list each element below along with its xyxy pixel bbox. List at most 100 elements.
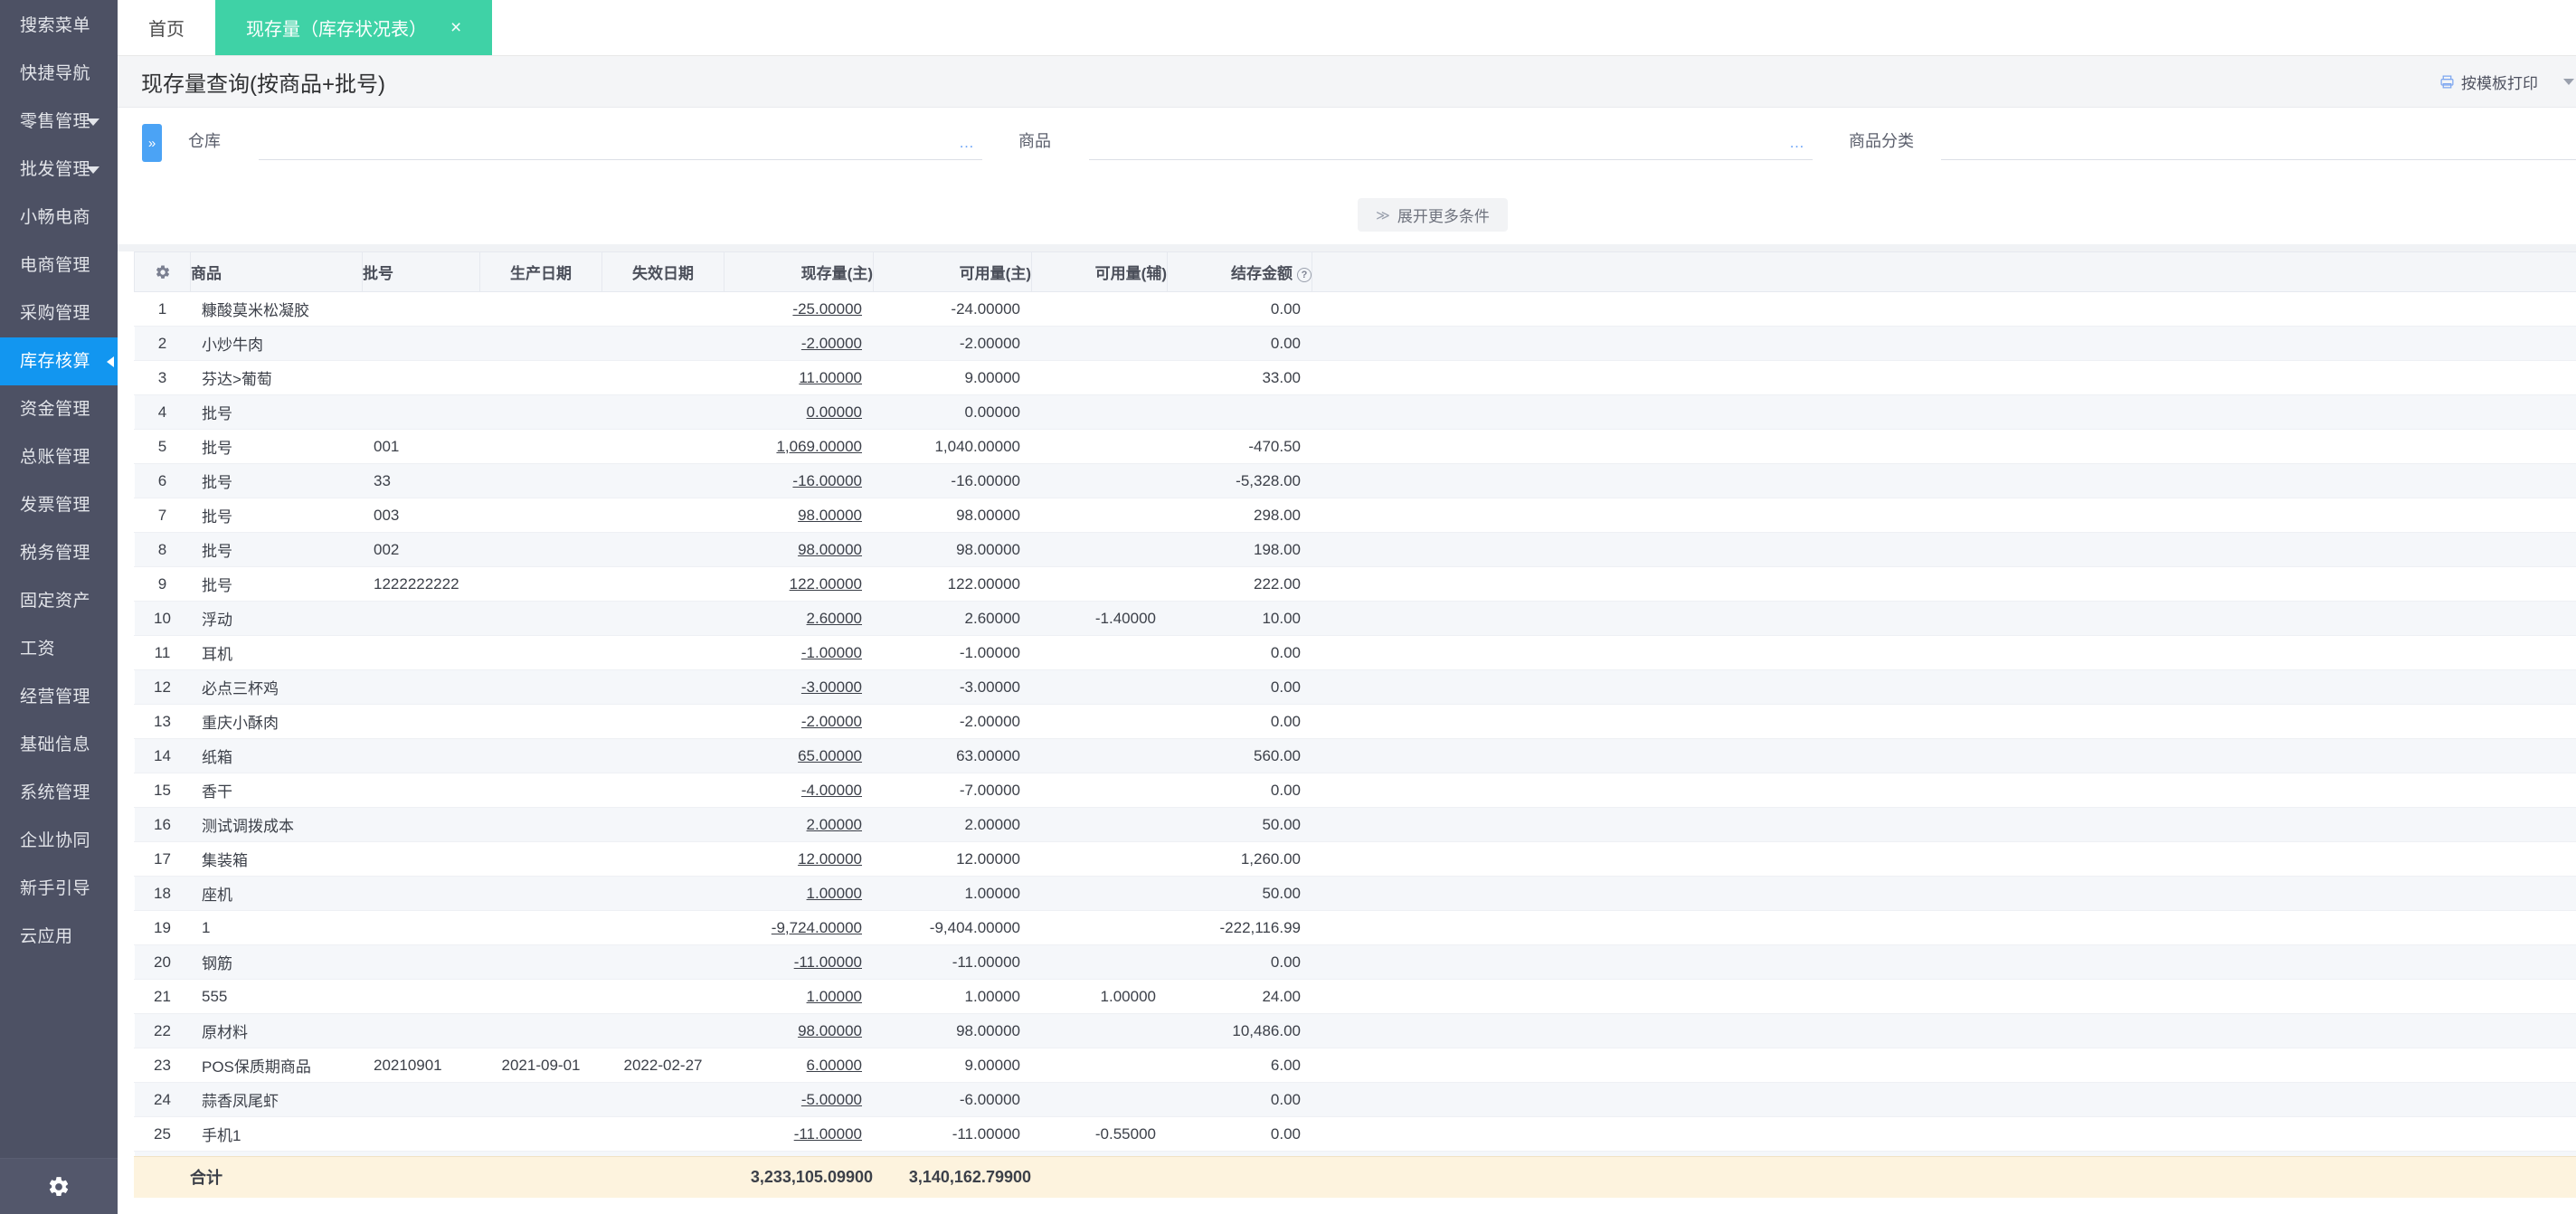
row-qty[interactable]: 1.00000 xyxy=(724,979,874,1014)
row-qty-link[interactable]: -16.00000 xyxy=(792,471,862,489)
sidebar-item-5[interactable]: 电商管理 xyxy=(0,242,118,289)
sidebar-item-9[interactable]: 总账管理 xyxy=(0,433,118,481)
row-qty[interactable]: 12.00000 xyxy=(724,841,874,877)
row-qty-link[interactable]: 11.00000 xyxy=(799,368,862,386)
filter-product-input[interactable]: … xyxy=(1089,126,1813,160)
sidebar-item-4[interactable]: 小畅电商 xyxy=(0,194,118,242)
filter-category-select[interactable] xyxy=(1941,126,2576,160)
row-qty[interactable]: 11.00000 xyxy=(724,360,874,395)
sidebar-item-2[interactable]: 零售管理 xyxy=(0,98,118,146)
sidebar-item-19[interactable]: 云应用 xyxy=(0,913,118,961)
table-row[interactable]: 6 批号 33 -16.00000 -16.00000 -5,328.00 xyxy=(134,463,2576,498)
column-header-qty[interactable]: 现存量(主) xyxy=(724,251,874,292)
row-qty-link[interactable]: 122.00000 xyxy=(789,574,862,593)
table-row[interactable]: 15 香干 -4.00000 -7.00000 0.00 xyxy=(134,773,2576,808)
row-qty[interactable]: 65.00000 xyxy=(724,738,874,773)
row-qty[interactable]: 0.00000 xyxy=(724,394,874,430)
row-qty-link[interactable]: 1,069.00000 xyxy=(776,437,862,455)
row-qty-link[interactable]: -25.00000 xyxy=(792,299,862,318)
table-row[interactable]: 4 批号 0.00000 0.00000 xyxy=(134,394,2576,430)
sidebar-item-3[interactable]: 批发管理 xyxy=(0,146,118,194)
table-row[interactable]: 5 批号 001 1,069.00000 1,040.00000 -470.50 xyxy=(134,429,2576,464)
table-row[interactable]: 17 集装箱 12.00000 12.00000 1,260.00 xyxy=(134,841,2576,877)
sidebar-item-16[interactable]: 系统管理 xyxy=(0,769,118,817)
row-qty-link[interactable]: 6.00000 xyxy=(806,1056,862,1074)
row-qty-link[interactable]: -11.00000 xyxy=(793,953,862,971)
row-qty-link[interactable]: 98.00000 xyxy=(798,1021,862,1039)
row-qty[interactable]: -9,724.00000 xyxy=(724,910,874,945)
row-qty-link[interactable]: 12.00000 xyxy=(798,849,862,868)
table-row[interactable]: 23 POS保质期商品 20210901 2021-09-01 2022-02-27 6.… xyxy=(134,1048,2576,1083)
sidebar-item-7[interactable]: 库存核算 xyxy=(0,337,118,385)
row-qty-link[interactable]: 2.00000 xyxy=(806,815,862,833)
table-row[interactable]: 3 芬达>葡萄 11.00000 9.00000 33.00 xyxy=(134,360,2576,395)
row-qty-link[interactable]: 1.00000 xyxy=(806,884,862,902)
row-qty[interactable]: 98.00000 xyxy=(724,532,874,567)
row-qty[interactable]: 1.00000 xyxy=(724,876,874,911)
row-qty[interactable]: -2.00000 xyxy=(724,704,874,739)
row-qty[interactable]: -2.00000 xyxy=(724,326,874,361)
table-row[interactable]: 10 浮动 2.60000 2.60000 -1.40000 10.00 xyxy=(134,601,2576,636)
column-header-exp-date[interactable]: 失效日期 xyxy=(601,251,724,292)
table-row[interactable]: 19 1 -9,724.00000 -9,404.00000 -222,116.99 xyxy=(134,910,2576,945)
row-qty-link[interactable]: 2.60000 xyxy=(806,609,862,627)
row-qty[interactable]: 98.00000 xyxy=(724,498,874,533)
row-qty-link[interactable]: -1.00000 xyxy=(800,643,862,661)
column-header-avail[interactable]: 可用量(主) xyxy=(873,251,1032,292)
table-row[interactable]: 2 小炒牛肉 -2.00000 -2.00000 0.00 xyxy=(134,326,2576,361)
print-template-button[interactable]: 按模板打印 xyxy=(2439,71,2538,93)
table-row[interactable]: 13 重庆小酥肉 -2.00000 -2.00000 0.00 xyxy=(134,704,2576,739)
sidebar-item-15[interactable]: 基础信息 xyxy=(0,721,118,769)
column-header-avail-aux[interactable]: 可用量(辅) xyxy=(1031,251,1168,292)
row-qty[interactable]: -25.00000 xyxy=(724,291,874,327)
row-qty-link[interactable]: 98.00000 xyxy=(798,540,862,558)
sidebar-item-13[interactable]: 工资 xyxy=(0,625,118,673)
warehouse-picker-icon[interactable]: … xyxy=(959,134,975,151)
sidebar-item-12[interactable]: 固定资产 xyxy=(0,577,118,625)
row-qty-link[interactable]: -2.00000 xyxy=(800,712,862,730)
row-qty[interactable]: -16.00000 xyxy=(724,463,874,498)
table-row[interactable]: 14 纸箱 65.00000 63.00000 560.00 xyxy=(134,738,2576,773)
table-row[interactable]: 1 糠酸莫米松凝胶 -25.00000 -24.00000 0.00 xyxy=(134,291,2576,327)
row-qty-link[interactable]: 65.00000 xyxy=(798,746,862,764)
sidebar-item-6[interactable]: 采购管理 xyxy=(0,289,118,337)
chevron-down-icon[interactable] xyxy=(87,118,99,126)
product-picker-icon[interactable]: … xyxy=(1789,134,1805,151)
row-qty-link[interactable]: 1.00000 xyxy=(806,987,862,1005)
row-qty-link[interactable]: 0.00000 xyxy=(806,403,862,421)
table-row[interactable]: 21 555 1.00000 1.00000 1.00000 24.00 xyxy=(134,979,2576,1014)
sidebar-item-10[interactable]: 发票管理 xyxy=(0,481,118,529)
table-row[interactable]: 24 蒜香凤尾虾 -5.00000 -6.00000 0.00 xyxy=(134,1082,2576,1117)
sidebar-item-1[interactable]: 快捷导航 xyxy=(0,50,118,98)
row-qty[interactable]: 122.00000 xyxy=(724,566,874,602)
chevron-down-icon[interactable] xyxy=(87,166,99,174)
column-header-amount[interactable]: 结存金额? xyxy=(1167,251,1312,292)
row-qty[interactable]: 2.60000 xyxy=(724,601,874,636)
row-qty-link[interactable]: -5.00000 xyxy=(800,1090,862,1108)
column-settings-icon[interactable] xyxy=(134,251,191,292)
table-row[interactable]: 25 手机1 -11.00000 -11.00000 -0.55000 0.00 xyxy=(134,1116,2576,1152)
row-qty-link[interactable]: 98.00000 xyxy=(798,506,862,524)
row-qty-link[interactable]: -3.00000 xyxy=(800,678,862,696)
row-qty-link[interactable]: -9,724.00000 xyxy=(771,918,862,936)
table-row[interactable]: 16 测试调拨成本 2.00000 2.00000 50.00 xyxy=(134,807,2576,842)
table-row[interactable]: 7 批号 003 98.00000 98.00000 298.00 xyxy=(134,498,2576,533)
row-qty[interactable]: -3.00000 xyxy=(724,669,874,705)
row-qty[interactable]: 98.00000 xyxy=(724,1013,874,1048)
row-qty[interactable]: -5.00000 xyxy=(724,1082,874,1117)
table-row[interactable]: 12 必点三杯鸡 -3.00000 -3.00000 0.00 xyxy=(134,669,2576,705)
table-row[interactable]: 8 批号 002 98.00000 98.00000 198.00 xyxy=(134,532,2576,567)
column-header-product[interactable]: 商品 xyxy=(190,251,363,292)
expand-more-conditions-button[interactable]: ≫ 展开更多条件 xyxy=(1358,198,1508,232)
table-row[interactable]: 11 耳机 -1.00000 -1.00000 0.00 xyxy=(134,635,2576,670)
table-row[interactable]: 9 批号 1222222222 122.00000 122.00000 222.00 xyxy=(134,566,2576,602)
row-qty[interactable]: 2.00000 xyxy=(724,807,874,842)
sidebar-item-18[interactable]: 新手引导 xyxy=(0,865,118,913)
column-header-prod-date[interactable]: 生产日期 xyxy=(479,251,602,292)
row-qty-link[interactable]: -2.00000 xyxy=(800,334,862,352)
row-qty[interactable]: -1.00000 xyxy=(724,635,874,670)
row-qty[interactable]: 6.00000 xyxy=(724,1048,874,1083)
table-row[interactable]: 22 原材料 98.00000 98.00000 10,486.00 xyxy=(134,1013,2576,1048)
tab-close-icon[interactable]: × xyxy=(450,17,462,38)
filter-collapse-handle[interactable]: » xyxy=(142,124,162,162)
